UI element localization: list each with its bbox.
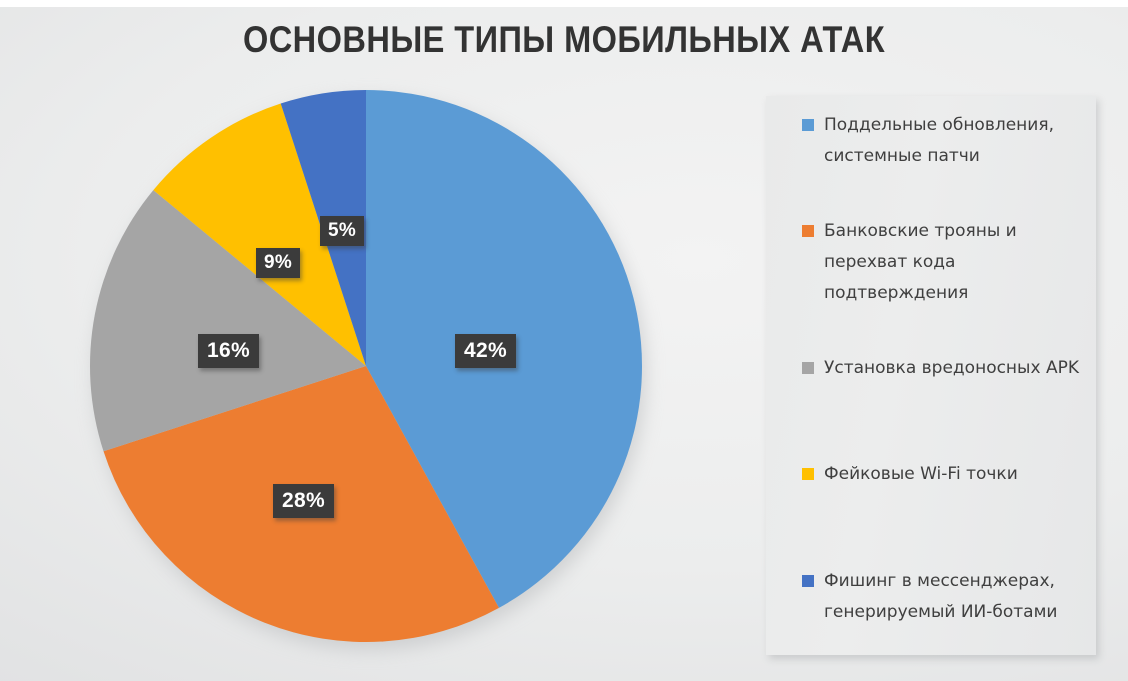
- legend-swatch-icon-2: [802, 225, 814, 237]
- legend-item-5[interactable]: Фишинг в мессенджерах, генерируемый ИИ-б…: [802, 566, 1088, 628]
- pie-slices: [90, 90, 642, 642]
- data-label-slice-5: 5%: [320, 216, 365, 246]
- data-label-slice-3: 16%: [198, 334, 259, 368]
- legend-item-label: Фейковые Wi-Fi точки: [824, 464, 1018, 484]
- legend-item-4[interactable]: Фейковые Wi-Fi точки: [802, 459, 1088, 490]
- pie-slice-4[interactable]: [153, 103, 366, 366]
- pie-chart: 42% 28% 16% 9% 5%: [88, 88, 654, 658]
- page-title: ОСНОВНЫЕ ТИПЫ МОБИЛЬНЫХ АТАК: [242, 19, 886, 60]
- chart-legend: Поддельные обновления, системные патчи Ба…: [766, 96, 1096, 655]
- data-label-slice-1: 42%: [455, 334, 516, 368]
- data-label-slice-2: 28%: [273, 484, 334, 518]
- pie-slice-3[interactable]: [90, 190, 367, 452]
- legend-item-1[interactable]: Поддельные обновления, системные патчи: [802, 110, 1088, 172]
- legend-item-2[interactable]: Банковские трояны и перехват кода подтве…: [802, 216, 1088, 309]
- legend-item-label: Поддельные обновления, системные патчи: [824, 115, 1054, 166]
- legend-item-label: Фишинг в мессенджерах, генерируемый ИИ-б…: [824, 571, 1058, 622]
- data-label-slice-4: 9%: [256, 248, 301, 278]
- legend-swatch-icon-3: [802, 362, 814, 374]
- legend-swatch-icon-5: [802, 575, 814, 587]
- legend-item-3[interactable]: Установка вредоносных APK: [802, 353, 1088, 384]
- legend-item-label: Установка вредоносных APK: [824, 358, 1079, 378]
- legend-swatch-icon-4: [802, 468, 814, 480]
- legend-swatch-icon-1: [802, 119, 814, 131]
- legend-item-label: Банковские трояны и перехват кода подтве…: [824, 221, 1017, 303]
